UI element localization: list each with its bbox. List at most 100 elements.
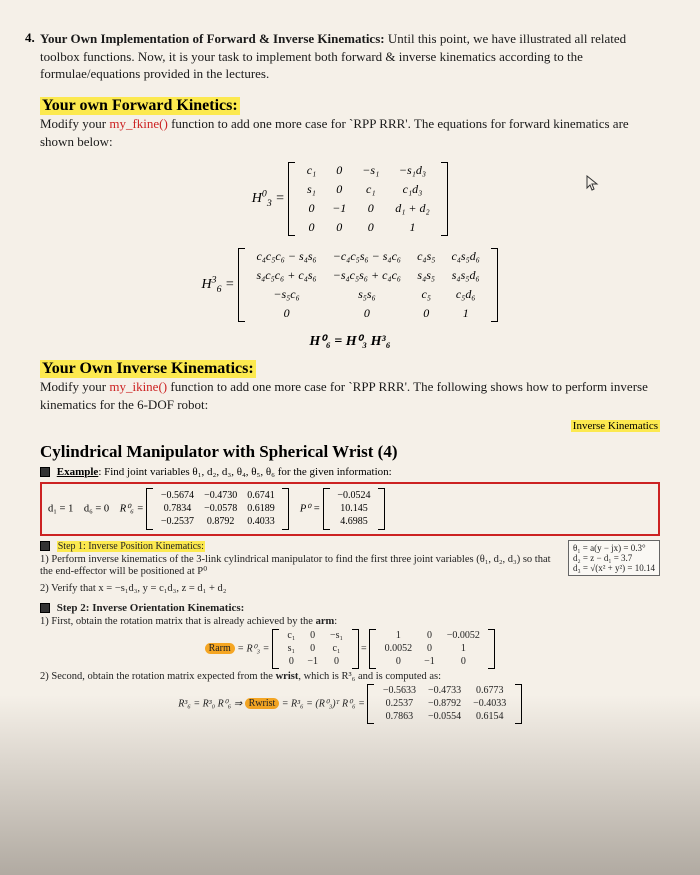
matrix-cell: c₁ bbox=[324, 642, 349, 655]
rarm-label: Rarm bbox=[205, 643, 235, 654]
step1-resultbox: θ₁ = a(y − jx) = 0.3° d₂ = z − d₁ = 3.7 … bbox=[568, 540, 660, 576]
matrix-cell: c₁ bbox=[354, 180, 387, 199]
fk-instr: Modify your my_fkine() function to add o… bbox=[40, 116, 629, 149]
matrix-cell: 0 bbox=[299, 218, 325, 237]
matrix-cell: 0 bbox=[409, 304, 443, 323]
ik-section: Your Own Inverse Kinematics: Modify your… bbox=[40, 360, 660, 434]
step2: Step 2: Inverse Orientation Kinematics: … bbox=[40, 602, 660, 724]
example-redbox: d₁ = 1 d₆ = 0 R⁰₆ = −0.5674−0.47300.6741… bbox=[40, 482, 660, 536]
matrix-cell: 0 bbox=[281, 655, 301, 668]
matrix-cell: −1 bbox=[301, 655, 324, 668]
example-text: : Find joint variables θ₁, d₂, d₃, θ₄, θ… bbox=[98, 466, 391, 478]
step2-line2: 2) Second, obtain the rotation matrix ex… bbox=[40, 671, 660, 682]
matrix-cell: −0.4033 bbox=[467, 697, 512, 710]
matrix-cell: 1 bbox=[441, 642, 486, 655]
example-label: Example bbox=[57, 466, 99, 478]
matrix-cell: c₅ bbox=[409, 285, 443, 304]
matrix-cell: −s₄c₅s₆ + c₄c₆ bbox=[325, 266, 409, 285]
matrix-cell: −0.0554 bbox=[422, 710, 467, 723]
matrix-cell: c₁d₃ bbox=[387, 180, 437, 199]
matrix-cell: −0.0524 bbox=[332, 489, 375, 502]
matrix-h36: H36 = c₄c₅c₆ − s₄s₆−c₄c₅s₆ − s₄c₆c₄s₅c₄s… bbox=[40, 247, 660, 323]
matrix-cell: c₄s₅d₆ bbox=[443, 247, 488, 266]
matrix-cell: 0 bbox=[418, 629, 441, 642]
matrix-cell: 0.6154 bbox=[467, 710, 512, 723]
matrix-cell: 0 bbox=[299, 199, 325, 218]
matrix-cell: c₁ bbox=[299, 161, 325, 180]
matrix-cell: c₁ bbox=[281, 629, 301, 642]
ik-instr: Modify your my_ikine() function to add o… bbox=[40, 379, 648, 412]
matrix-cell: 0.6773 bbox=[467, 684, 512, 697]
step1-heading: Step 1: Inverse Position Kinematics: bbox=[57, 541, 205, 552]
matrix-cell: 0.4033 bbox=[242, 515, 280, 528]
matrix-cell: s₁ bbox=[281, 642, 301, 655]
matrix-cell: 0 bbox=[379, 655, 419, 668]
matrix-cell: −s₁d₃ bbox=[387, 161, 437, 180]
matrix-cell: −s₁ bbox=[354, 161, 387, 180]
question-body: Your Own Implementation of Forward & Inv… bbox=[40, 30, 660, 83]
eq-compose: H⁰₆ = H⁰₃ H³₆ bbox=[40, 333, 660, 350]
fk-section: Your own Forward Kinetics: Modify your m… bbox=[40, 97, 660, 151]
ik-heading: Your Own Inverse Kinematics: bbox=[40, 360, 256, 378]
matrix-cell: 0 bbox=[301, 642, 324, 655]
rwrist-label: Rwrist bbox=[245, 698, 280, 709]
matrix-cell: −0.4730 bbox=[199, 489, 242, 502]
ik-func: my_ikine() bbox=[109, 379, 167, 394]
matrix-cell: 0 bbox=[354, 218, 387, 237]
fk-func: my_fkine() bbox=[109, 116, 167, 131]
matrix-cell: 0 bbox=[325, 304, 409, 323]
matrix-cell: 0 bbox=[324, 218, 354, 237]
matrix-cell: 0 bbox=[324, 180, 354, 199]
cursor-icon bbox=[586, 175, 600, 193]
matrix-h03: H03 = c₁0−s₁−s₁d₃s₁0c₁c₁d₃0−10d₁ + d₂000… bbox=[40, 161, 660, 237]
matrix-cell: 0.7863 bbox=[377, 710, 422, 723]
matrix-cell: −0.5674 bbox=[156, 489, 199, 502]
fk-heading: Your own Forward Kinetics: bbox=[40, 97, 240, 115]
example-line: Example: Find joint variables θ₁, d₂, d₃… bbox=[40, 466, 660, 478]
question-number: 4. bbox=[25, 30, 40, 46]
ik-tag: Inverse Kinematics bbox=[571, 420, 660, 432]
matrix-cell: −s₅c₆ bbox=[248, 285, 324, 304]
step2-heading: Step 2: Inverse Orientation Kinematics: bbox=[57, 602, 245, 614]
matrix-cell: 1 bbox=[379, 629, 419, 642]
step1-line2: 2) Verify that x = −s₁d₃, y = c₁d₃, z = … bbox=[40, 583, 660, 594]
matrix-cell: −0.0578 bbox=[199, 502, 242, 515]
matrix-cell: 0.6741 bbox=[242, 489, 280, 502]
matrix-cell: −c₄c₅s₆ − s₄c₆ bbox=[325, 247, 409, 266]
document-page: 4. Your Own Implementation of Forward & … bbox=[0, 0, 700, 875]
matrix-cell: s₄s₅d₆ bbox=[443, 266, 488, 285]
matrix-cell: 0.7834 bbox=[156, 502, 199, 515]
bullet-icon bbox=[40, 467, 50, 477]
matrix-cell: 1 bbox=[387, 218, 437, 237]
matrix-cell: d₁ + d₂ bbox=[387, 199, 437, 218]
matrix-cell: 0.8792 bbox=[199, 515, 242, 528]
step1: Step 1: Inverse Position Kinematics: θ₁ … bbox=[40, 540, 660, 594]
matrix-cell: c₄c₅c₆ − s₄s₆ bbox=[248, 247, 324, 266]
matrix-cell: 0 bbox=[354, 199, 387, 218]
matrix-cell: −1 bbox=[324, 199, 354, 218]
matrix-cell: 0 bbox=[301, 629, 324, 642]
matrix-cell: c₅d₆ bbox=[443, 285, 488, 304]
matrix-cell: −0.5633 bbox=[377, 684, 422, 697]
matrix-cell: s₅s₆ bbox=[325, 285, 409, 304]
matrix-cell: −0.4733 bbox=[422, 684, 467, 697]
matrix-cell: 10.145 bbox=[332, 502, 375, 515]
step2-eq1: Rarm = R⁰₃ = c₁0−s₁s₁0c₁0−10 = 10−0.0052… bbox=[40, 629, 660, 669]
matrix-cell: s₁ bbox=[299, 180, 325, 199]
matrix-cell: 0 bbox=[324, 161, 354, 180]
bullet-icon bbox=[40, 603, 50, 613]
matrix-cell: s₄c₅c₆ + c₄s₆ bbox=[248, 266, 324, 285]
matrix-cell: 0.6189 bbox=[242, 502, 280, 515]
matrix-cell: −0.0052 bbox=[441, 629, 486, 642]
step2-eq2: R³₆ = R³₀ R⁰₆ ⇒ Rwrist = R³₆ = (R⁰₃)ᵀ R⁰… bbox=[40, 684, 660, 724]
matrix-cell: −0.2537 bbox=[156, 515, 199, 528]
question-title: Your Own Implementation of Forward & Inv… bbox=[40, 31, 385, 46]
matrix-cell: 0 bbox=[441, 655, 486, 668]
section-title: Cylindrical Manipulator with Spherical W… bbox=[40, 442, 660, 462]
matrix-cell: 1 bbox=[443, 304, 488, 323]
matrix-cell: s₄s₅ bbox=[409, 266, 443, 285]
matrix-cell: 0 bbox=[324, 655, 349, 668]
matrix-cell: 0.2537 bbox=[377, 697, 422, 710]
bullet-icon bbox=[40, 541, 50, 551]
matrix-cell: 0 bbox=[418, 642, 441, 655]
